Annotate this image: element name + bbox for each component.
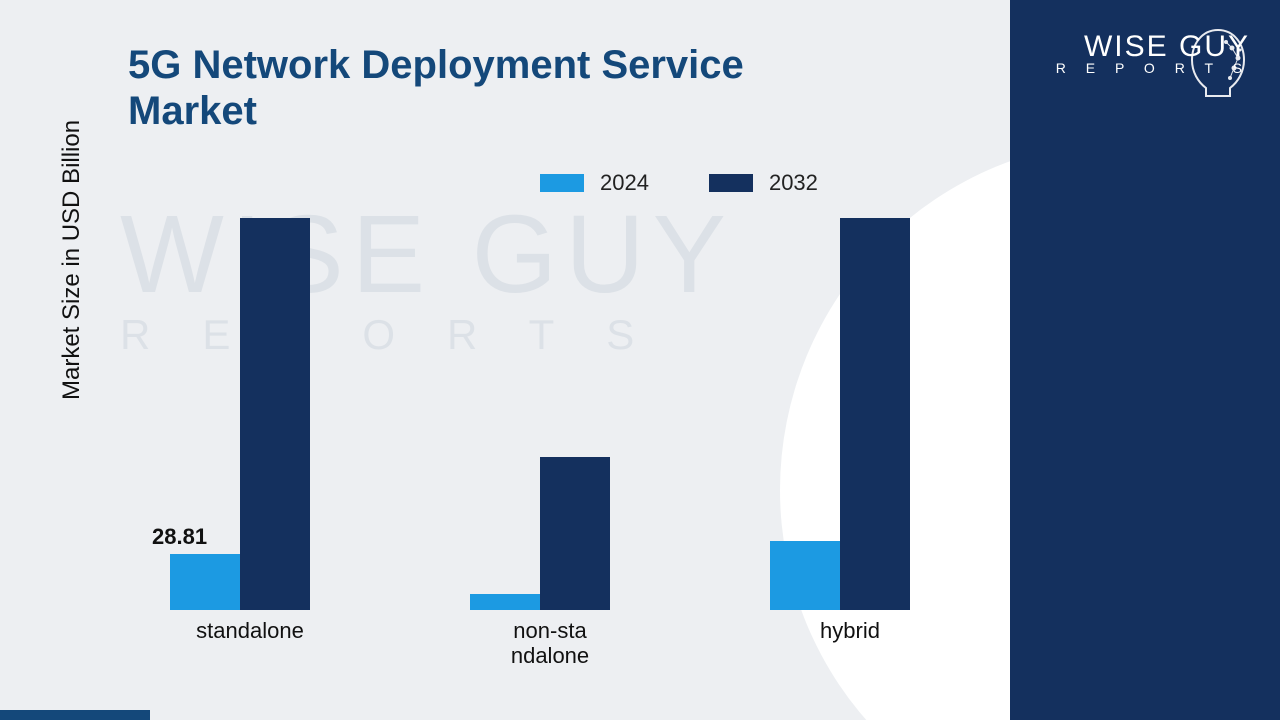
brand-head-icon [1188,28,1248,98]
bar-2024-1 [470,594,540,610]
chart-stage: WISE GUY REPORTS WISE GUY R E P O R T S … [0,0,1280,720]
right-brand-band [1010,0,1280,720]
x-label-0: standalone [160,618,340,643]
bar-2032-2 [840,218,910,610]
chart-title: 5G Network Deployment Service Market [128,42,798,134]
x-label-2: hybrid [760,618,940,643]
bar-2024-2 [770,541,840,610]
legend-swatch-1 [709,174,753,192]
bar-group-0 [170,218,350,610]
bar-2032-0 [240,218,310,610]
legend-label-0: 2024 [600,170,649,196]
x-label-1: non-standalone [460,618,640,669]
x-axis-labels: standalonenon-standalonehybrid [130,614,930,674]
legend: 2024 2032 [540,170,818,196]
bar-group-2 [770,218,950,610]
legend-item-0: 2024 [540,170,649,196]
legend-swatch-0 [540,174,584,192]
legend-item-1: 2032 [709,170,818,196]
bar-group-1 [470,218,650,610]
value-label-0-0: 28.81 [152,524,207,550]
bottom-accent-bar [0,710,150,720]
y-axis-label: Market Size in USD Billion [58,120,86,400]
bar-2032-1 [540,457,610,610]
bar-2024-0 [170,554,240,610]
legend-label-1: 2032 [769,170,818,196]
plot-area: 28.81 [130,218,930,610]
